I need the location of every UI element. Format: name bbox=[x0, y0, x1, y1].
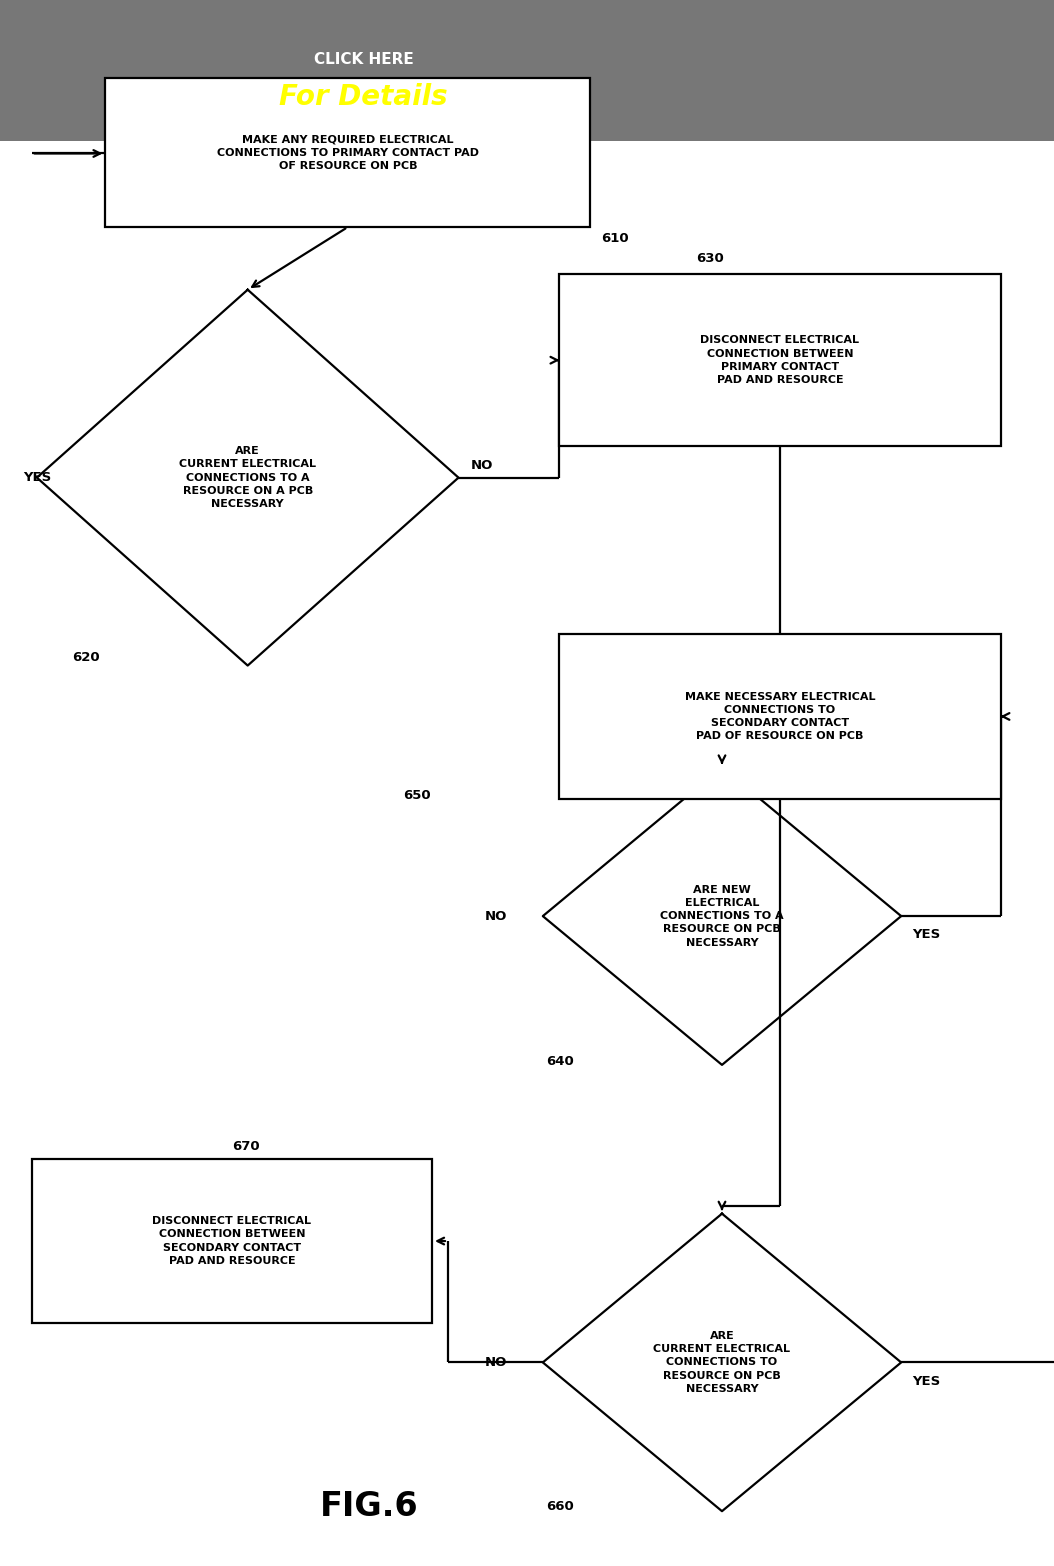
Text: YES: YES bbox=[912, 1375, 940, 1387]
Bar bbox=[559, 274, 1001, 446]
Text: NO: NO bbox=[485, 910, 507, 922]
Polygon shape bbox=[37, 290, 458, 666]
Text: ARE
CURRENT ELECTRICAL
CONNECTIONS TO A
RESOURCE ON A PCB
NECESSARY: ARE CURRENT ELECTRICAL CONNECTIONS TO A … bbox=[179, 446, 316, 509]
Text: 670: 670 bbox=[232, 1140, 259, 1153]
Text: DISCONNECT ELECTRICAL
CONNECTION BETWEEN
PRIMARY CONTACT
PAD AND RESOURCE: DISCONNECT ELECTRICAL CONNECTION BETWEEN… bbox=[701, 335, 859, 385]
Bar bbox=[105, 78, 590, 227]
Text: CLICK HERE: CLICK HERE bbox=[314, 52, 413, 67]
Text: MAKE ANY REQUIRED ELECTRICAL
CONNECTIONS TO PRIMARY CONTACT PAD
OF RESOURCE ON P: MAKE ANY REQUIRED ELECTRICAL CONNECTIONS… bbox=[217, 135, 479, 171]
Text: NO: NO bbox=[485, 1356, 507, 1369]
Text: NO: NO bbox=[471, 459, 493, 471]
Text: YES: YES bbox=[912, 929, 940, 941]
Text: DISCONNECT ELECTRICAL
CONNECTION BETWEEN
SECONDARY CONTACT
PAD AND RESOURCE: DISCONNECT ELECTRICAL CONNECTION BETWEEN… bbox=[153, 1217, 311, 1265]
Bar bbox=[0, 0, 1054, 141]
Text: 640: 640 bbox=[546, 1055, 573, 1068]
Text: MAKE NECESSARY ELECTRICAL
CONNECTIONS TO
SECONDARY CONTACT
PAD OF RESOURCE ON PC: MAKE NECESSARY ELECTRICAL CONNECTIONS TO… bbox=[685, 692, 875, 741]
Text: 630: 630 bbox=[696, 252, 723, 265]
Bar bbox=[32, 1159, 432, 1323]
Bar bbox=[559, 634, 1001, 799]
Polygon shape bbox=[543, 767, 901, 1065]
Text: YES: YES bbox=[23, 471, 52, 484]
Text: 610: 610 bbox=[601, 232, 628, 244]
Text: For Details: For Details bbox=[279, 83, 448, 111]
Text: 660: 660 bbox=[546, 1500, 573, 1513]
Text: 620: 620 bbox=[72, 651, 99, 664]
Text: 650: 650 bbox=[403, 789, 430, 802]
Text: ARE
CURRENT ELECTRICAL
CONNECTIONS TO
RESOURCE ON PCB
NECESSARY: ARE CURRENT ELECTRICAL CONNECTIONS TO RE… bbox=[653, 1331, 790, 1394]
Text: ARE NEW
ELECTRICAL
CONNECTIONS TO A
RESOURCE ON PCB
NECESSARY: ARE NEW ELECTRICAL CONNECTIONS TO A RESO… bbox=[660, 885, 784, 947]
Polygon shape bbox=[543, 1214, 901, 1511]
Text: FIG.6: FIG.6 bbox=[319, 1489, 418, 1524]
